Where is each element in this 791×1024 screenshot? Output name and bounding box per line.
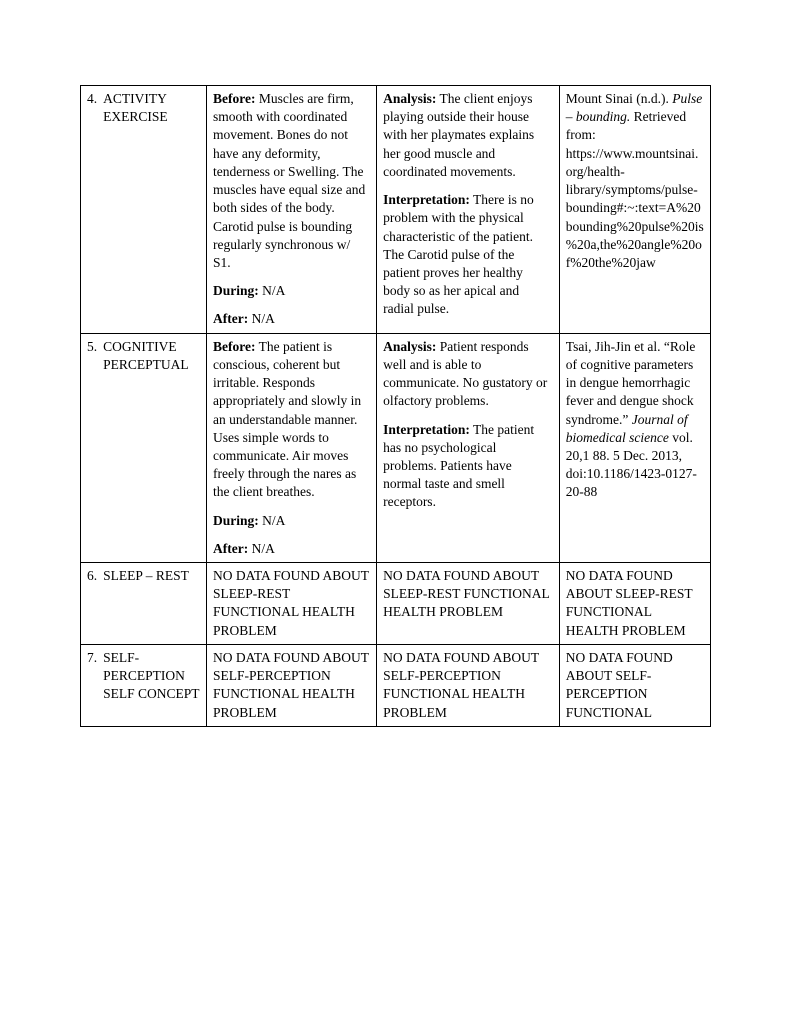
row-label: SELF-PERCEPTION SELF CONCEPT — [103, 649, 200, 704]
no-data-text: NO DATA FOUND ABOUT SLEEP-REST FUNCTIONA… — [213, 568, 369, 638]
during-text: N/A — [259, 283, 286, 298]
after-label: After: — [213, 311, 248, 326]
analysis-label: Analysis: — [383, 91, 436, 106]
cell-analysis-interpretation: Analysis: The client enjoys playing outs… — [377, 86, 560, 334]
cell-before-during-after: Before: The patient is conscious, cohere… — [207, 333, 377, 562]
before-text: The patient is conscious, coherent but i… — [213, 339, 361, 500]
cell-label: 4. ACTIVITY EXERCISE — [81, 86, 207, 334]
interpretation-text: There is no problem with the physical ch… — [383, 192, 534, 316]
before-text: Muscles are firm, smooth with coordinate… — [213, 91, 365, 270]
no-data-text: NO DATA FOUND ABOUT SLEEP-REST FUNCTIONA… — [566, 568, 693, 638]
interpretation-label: Interpretation: — [383, 422, 470, 437]
cell-reference: Mount Sinai (n.d.). Pulse – bounding. Re… — [559, 86, 710, 334]
cell-before-during-after: Before: Muscles are firm, smooth with co… — [207, 86, 377, 334]
table-row: 5. COGNITIVE PERCEPTUAL Before: The pati… — [81, 333, 711, 562]
analysis-label: Analysis: — [383, 339, 436, 354]
no-data-text: NO DATA FOUND ABOUT SLEEP-REST FUNCTIONA… — [383, 568, 549, 619]
row-number: 6. — [87, 567, 103, 585]
cell-plain: NO DATA FOUND ABOUT SLEEP-REST FUNCTIONA… — [207, 563, 377, 645]
page: 4. ACTIVITY EXERCISE Before: Muscles are… — [0, 0, 791, 787]
row-label: ACTIVITY EXERCISE — [103, 90, 200, 126]
cell-plain: NO DATA FOUND ABOUT SELF-PERCEPTION FUNC… — [377, 644, 560, 726]
label-line1: COGNITIVE — [103, 339, 177, 354]
label-line1: SELF-PERCEPTION — [103, 650, 185, 683]
table-row: 7. SELF-PERCEPTION SELF CONCEPT NO DATA … — [81, 644, 711, 726]
cell-plain: NO DATA FOUND ABOUT SELF-PERCEPTION FUNC… — [559, 644, 710, 726]
label-line2: EXERCISE — [103, 109, 168, 124]
during-label: During: — [213, 283, 259, 298]
ref-pre: Mount Sinai (n.d.). — [566, 91, 673, 106]
no-data-text: NO DATA FOUND ABOUT SELF-PERCEPTION FUNC… — [213, 650, 369, 720]
after-label: After: — [213, 541, 248, 556]
no-data-text: NO DATA FOUND ABOUT SELF-PERCEPTION FUNC… — [383, 650, 539, 720]
before-label: Before: — [213, 91, 255, 106]
label-line1: SLEEP – REST — [103, 568, 189, 583]
after-text: N/A — [248, 541, 275, 556]
cell-reference: Tsai, Jih-Jin et al. “Role of cognitive … — [559, 333, 710, 562]
cell-plain: NO DATA FOUND ABOUT SLEEP-REST FUNCTIONA… — [377, 563, 560, 645]
table-row: 6. SLEEP – REST NO DATA FOUND ABOUT SLEE… — [81, 563, 711, 645]
cell-label: 5. COGNITIVE PERCEPTUAL — [81, 333, 207, 562]
cell-label: 7. SELF-PERCEPTION SELF CONCEPT — [81, 644, 207, 726]
health-patterns-table: 4. ACTIVITY EXERCISE Before: Muscles are… — [80, 85, 711, 727]
during-label: During: — [213, 513, 259, 528]
cell-label: 6. SLEEP – REST — [81, 563, 207, 645]
row-number: 5. — [87, 338, 103, 356]
label-line2: SELF CONCEPT — [103, 686, 199, 701]
row-number: 7. — [87, 649, 103, 667]
label-line2: PERCEPTUAL — [103, 357, 189, 372]
after-text: N/A — [248, 311, 275, 326]
row-number: 4. — [87, 90, 103, 108]
cell-analysis-interpretation: Analysis: Patient responds well and is a… — [377, 333, 560, 562]
cell-plain: NO DATA FOUND ABOUT SELF-PERCEPTION FUNC… — [207, 644, 377, 726]
label-line1: ACTIVITY — [103, 91, 167, 106]
cell-plain: NO DATA FOUND ABOUT SLEEP-REST FUNCTIONA… — [559, 563, 710, 645]
before-label: Before: — [213, 339, 255, 354]
row-label: COGNITIVE PERCEPTUAL — [103, 338, 200, 374]
ref-post: Retrieved from: https://www.mountsinai.o… — [566, 109, 704, 270]
interpretation-label: Interpretation: — [383, 192, 470, 207]
no-data-text: NO DATA FOUND ABOUT SELF-PERCEPTION FUNC… — [566, 650, 673, 720]
during-text: N/A — [259, 513, 286, 528]
row-label: SLEEP – REST — [103, 567, 200, 585]
table-row: 4. ACTIVITY EXERCISE Before: Muscles are… — [81, 86, 711, 334]
